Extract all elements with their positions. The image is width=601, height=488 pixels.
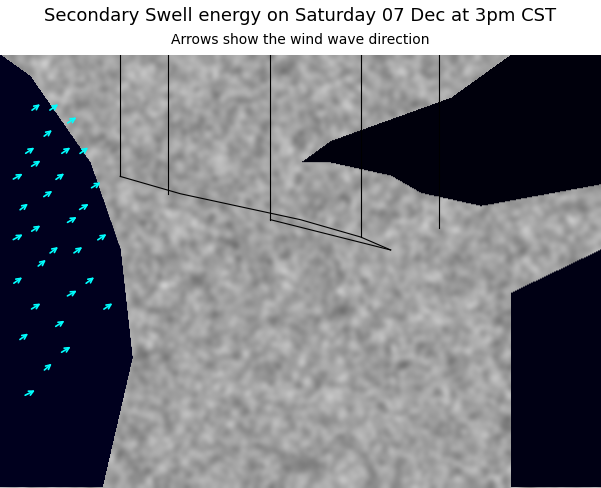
Text: Secondary Swell energy on Saturday 07 Dec at 3pm CST: Secondary Swell energy on Saturday 07 De… — [44, 7, 557, 25]
Text: Arrows show the wind wave direction: Arrows show the wind wave direction — [171, 33, 430, 47]
